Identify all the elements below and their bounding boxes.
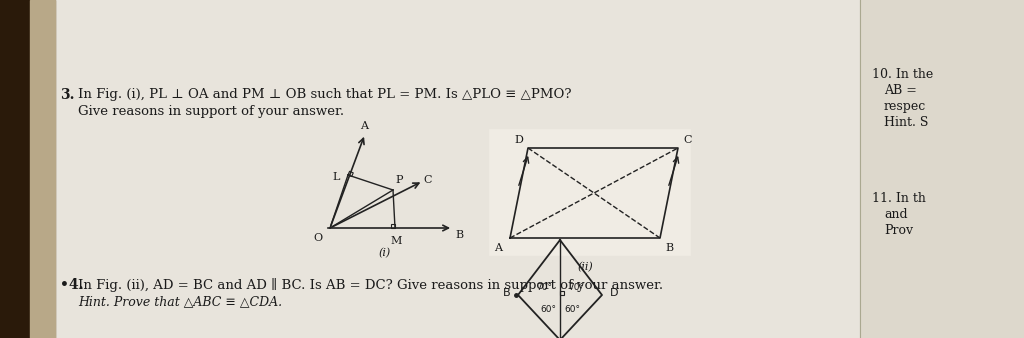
Text: A: A <box>360 121 368 131</box>
Text: 10. In the: 10. In the <box>872 68 933 81</box>
Text: B: B <box>503 288 510 298</box>
Bar <box>391 224 395 228</box>
Text: B: B <box>665 243 673 253</box>
Bar <box>860 0 1024 338</box>
Text: P: P <box>395 175 402 185</box>
Text: C: C <box>683 135 691 145</box>
Text: O: O <box>313 233 322 243</box>
Text: L: L <box>333 172 340 182</box>
Text: AB =: AB = <box>884 84 916 97</box>
Text: •4.: •4. <box>60 278 84 292</box>
Bar <box>560 291 564 295</box>
Text: (ii): (ii) <box>578 262 593 272</box>
Text: 3.: 3. <box>60 88 75 102</box>
Text: B: B <box>455 230 463 240</box>
Text: and: and <box>884 208 907 221</box>
Text: M: M <box>390 236 401 246</box>
Text: A: A <box>494 243 502 253</box>
Text: Hint. S: Hint. S <box>884 116 929 129</box>
Text: In Fig. (i), PL ⊥ OA and PM ⊥ OB such that PL = PM. Is △PLO ≡ △PMO?: In Fig. (i), PL ⊥ OA and PM ⊥ OB such th… <box>78 88 571 101</box>
Text: 60°: 60° <box>540 305 556 314</box>
Text: C: C <box>423 175 431 185</box>
Text: D: D <box>514 135 523 145</box>
Text: Give reasons in support of your answer.: Give reasons in support of your answer. <box>78 105 344 118</box>
Bar <box>0 0 30 338</box>
Text: 70°: 70° <box>536 283 552 291</box>
Text: In Fig. (ii), AD = BC and AD ∥ BC. Is AB = DC? Give reasons in support of your a: In Fig. (ii), AD = BC and AD ∥ BC. Is AB… <box>78 278 664 292</box>
Bar <box>30 0 55 338</box>
Text: Hint. Prove that △ABC ≡ △CDA.: Hint. Prove that △ABC ≡ △CDA. <box>78 295 283 308</box>
Text: 11. In th: 11. In th <box>872 192 926 205</box>
Text: respec: respec <box>884 100 927 113</box>
Text: D: D <box>610 288 618 298</box>
Text: (i): (i) <box>379 248 391 258</box>
Text: Prov: Prov <box>884 224 913 237</box>
Text: 60°: 60° <box>564 305 580 314</box>
Text: 70°: 70° <box>568 283 584 291</box>
Bar <box>490 130 690 255</box>
